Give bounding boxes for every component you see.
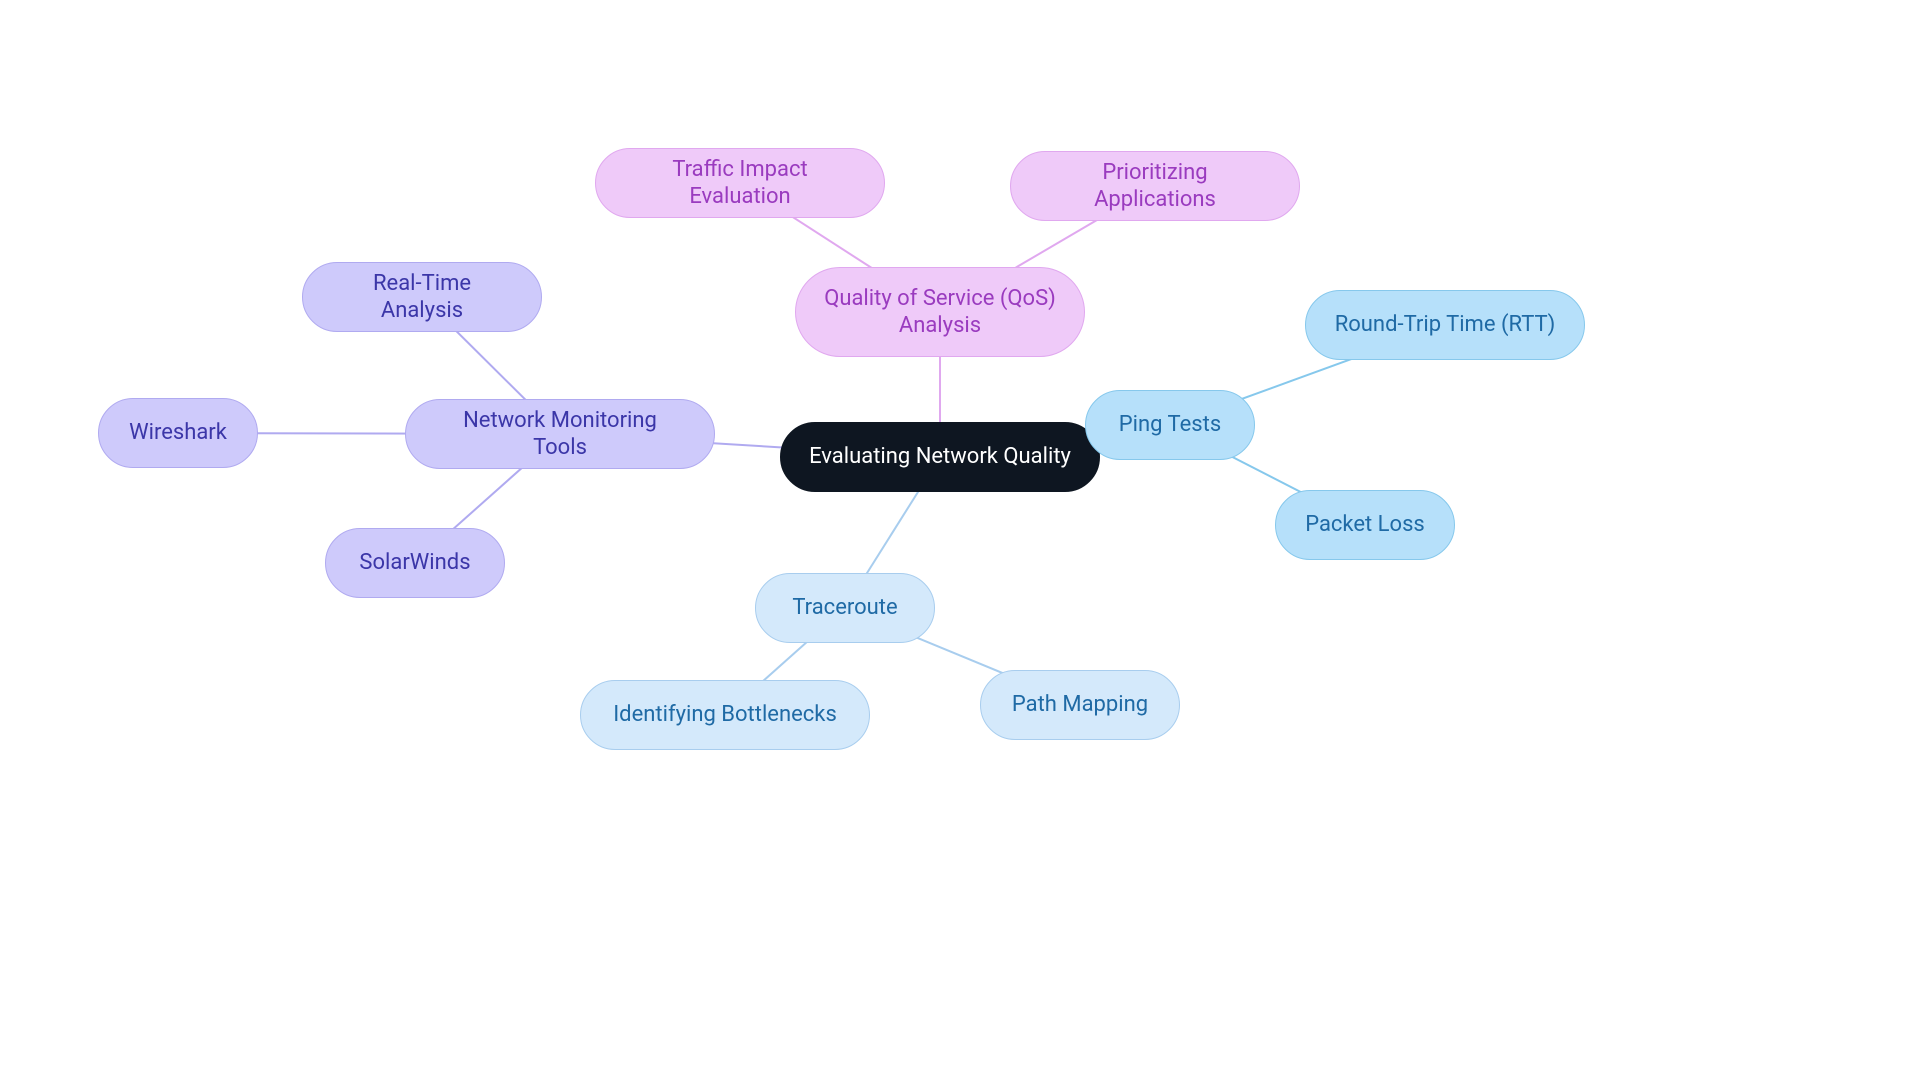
node-bottle: Identifying Bottlenecks (580, 680, 870, 750)
node-label: SolarWinds (359, 549, 470, 577)
node-label: Packet Loss (1305, 511, 1425, 539)
node-solar: SolarWinds (325, 528, 505, 598)
node-path: Path Mapping (980, 670, 1180, 740)
node-qos: Quality of Service (QoS) Analysis (795, 267, 1085, 357)
node-wire: Wireshark (98, 398, 258, 468)
node-label: Traceroute (792, 594, 897, 622)
node-rta: Real-Time Analysis (302, 262, 542, 332)
node-prio: Prioritizing Applications (1010, 151, 1300, 221)
node-label: Traffic Impact Evaluation (624, 156, 856, 211)
node-label: Prioritizing Applications (1039, 159, 1271, 214)
node-label: Identifying Bottlenecks (613, 701, 837, 729)
node-rtt: Round-Trip Time (RTT) (1305, 290, 1585, 360)
node-tie: Traffic Impact Evaluation (595, 148, 885, 218)
node-label: Ping Tests (1119, 411, 1221, 439)
node-nmt: Network Monitoring Tools (405, 399, 715, 469)
node-trace: Traceroute (755, 573, 935, 643)
node-label: Evaluating Network Quality (809, 443, 1071, 471)
node-label: Round-Trip Time (RTT) (1335, 311, 1556, 339)
node-label: Real-Time Analysis (331, 270, 513, 325)
node-ping: Ping Tests (1085, 390, 1255, 460)
node-root: Evaluating Network Quality (780, 422, 1100, 492)
diagram-edges (0, 0, 1920, 1083)
node-label: Wireshark (129, 419, 227, 447)
node-label: Network Monitoring Tools (434, 407, 686, 462)
node-label: Path Mapping (1012, 691, 1148, 719)
node-label: Quality of Service (QoS) Analysis (824, 285, 1056, 340)
node-loss: Packet Loss (1275, 490, 1455, 560)
